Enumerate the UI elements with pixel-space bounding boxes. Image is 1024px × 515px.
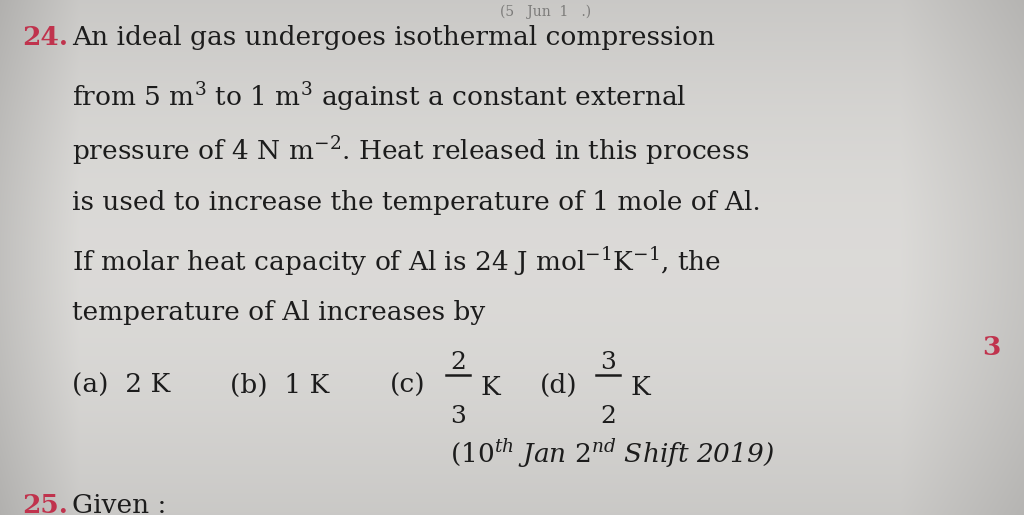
Text: (b)  1 K: (b) 1 K <box>230 373 330 398</box>
Text: K: K <box>630 375 650 400</box>
Text: (d): (d) <box>540 373 578 398</box>
Text: 3: 3 <box>600 351 616 374</box>
Text: K: K <box>480 375 500 400</box>
Text: An ideal gas undergoes isothermal compression: An ideal gas undergoes isothermal compre… <box>72 25 715 50</box>
Text: (c): (c) <box>390 373 426 398</box>
Text: 3: 3 <box>982 335 1000 360</box>
Text: If molar heat capacity of Al is 24 J mol$^{-1}$K$^{-1}$, the: If molar heat capacity of Al is 24 J mol… <box>72 245 721 278</box>
Text: pressure of 4 N m$^{-2}$. Heat released in this process: pressure of 4 N m$^{-2}$. Heat released … <box>72 135 750 168</box>
Text: Given :: Given : <box>72 493 166 515</box>
Text: temperature of Al increases by: temperature of Al increases by <box>72 300 485 325</box>
Text: 25.: 25. <box>22 493 68 515</box>
Text: (5   Jun  1   .): (5 Jun 1 .) <box>500 5 591 20</box>
Text: 24.: 24. <box>22 25 68 50</box>
Text: from 5 m$^3$ to 1 m$^3$ against a constant external: from 5 m$^3$ to 1 m$^3$ against a consta… <box>72 80 686 113</box>
Text: (a)  2 K: (a) 2 K <box>72 373 170 398</box>
Text: 2: 2 <box>451 351 466 374</box>
Text: 2: 2 <box>600 405 616 428</box>
Text: 3: 3 <box>451 405 466 428</box>
Text: is used to increase the temperature of 1 mole of Al.: is used to increase the temperature of 1… <box>72 190 761 215</box>
Text: $(10^{th}$ Jan $2^{nd}$ Shift 2019): $(10^{th}$ Jan $2^{nd}$ Shift 2019) <box>450 437 774 470</box>
